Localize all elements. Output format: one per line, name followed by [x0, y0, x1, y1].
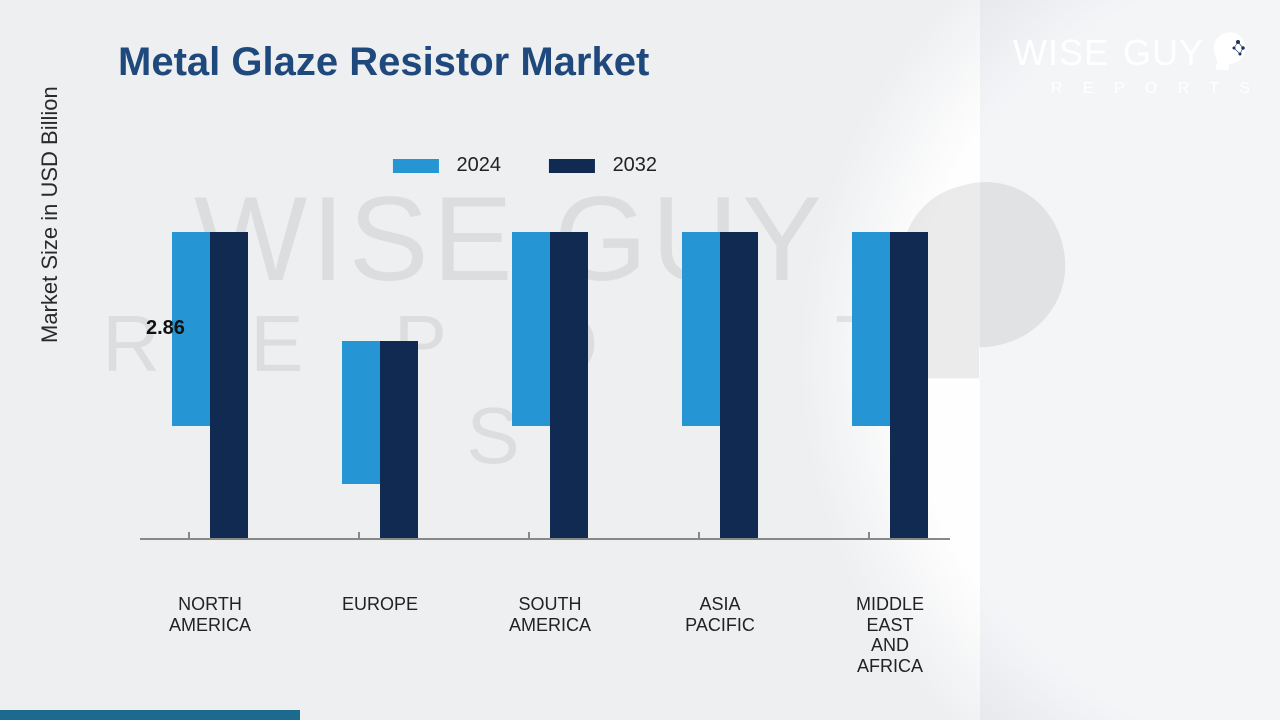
- legend-swatch-2032: [549, 159, 595, 173]
- legend-item-2024: 2024: [393, 154, 501, 177]
- legend-label-2032: 2032: [613, 154, 658, 176]
- x-category-label: EUROPE: [310, 594, 450, 615]
- bar-group: [320, 341, 440, 538]
- bar-2024: [682, 232, 720, 426]
- bar-2032: [720, 232, 758, 538]
- legend-label-2024: 2024: [457, 154, 502, 176]
- bar-value-label: 2.86: [146, 317, 185, 340]
- x-category-label: ASIAPACIFIC: [650, 594, 790, 635]
- x-category-label: SOUTHAMERICA: [480, 594, 620, 635]
- legend-item-2032: 2032: [549, 154, 657, 177]
- bar-2024: [342, 341, 380, 484]
- x-category-label: MIDDLEEASTANDAFRICA: [820, 594, 960, 677]
- plot-area: 2.86: [140, 200, 950, 540]
- brand-logo: WISE GUY R E P O R T S: [1013, 28, 1258, 98]
- legend: 2024 2032: [393, 154, 657, 177]
- bar-chart: Market Size in USD Billion 2024 2032 2.8…: [100, 160, 950, 580]
- x-axis-labels: NORTHAMERICA EUROPE SOUTHAMERICA ASIAPACIFI…: [140, 588, 950, 698]
- bar-group: [660, 232, 780, 538]
- bar-2032: [890, 232, 928, 538]
- y-axis-label: Market Size in USD Billion: [37, 86, 63, 343]
- bar-group: [830, 232, 950, 538]
- bar-2032: [210, 232, 248, 538]
- chart-title: Metal Glaze Resistor Market: [118, 40, 649, 85]
- brand-subtitle: R E P O R T S: [1013, 80, 1258, 98]
- brand-word-1: WISE: [1013, 32, 1109, 74]
- bar-2032: [380, 341, 418, 538]
- brand-word-2: GUY: [1123, 32, 1204, 74]
- bar-2032: [550, 232, 588, 538]
- x-category-label: NORTHAMERICA: [140, 594, 280, 635]
- bar-2024: [512, 232, 550, 426]
- bar-group: [490, 232, 610, 538]
- bar-2024: [852, 232, 890, 426]
- head-icon: [1208, 28, 1258, 78]
- bar-group: 2.86: [150, 232, 270, 538]
- bottom-accent-bar: [0, 710, 300, 720]
- legend-swatch-2024: [393, 159, 439, 173]
